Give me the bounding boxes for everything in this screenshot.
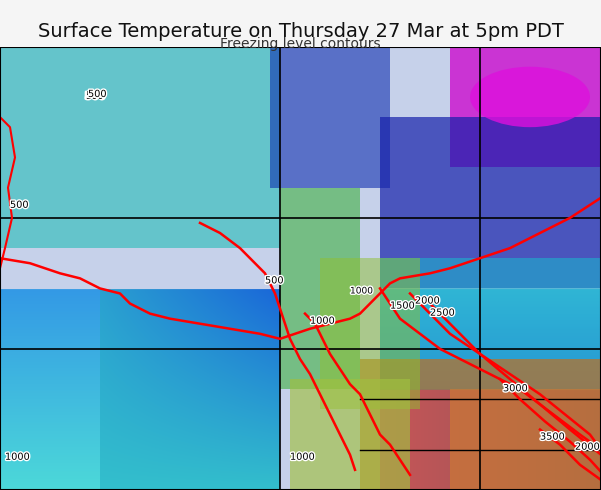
Text: 2000: 2000 bbox=[415, 295, 439, 306]
Bar bbox=[450, 47, 601, 168]
Text: 2500: 2500 bbox=[430, 308, 455, 318]
Bar bbox=[0, 47, 280, 248]
Bar bbox=[380, 258, 601, 389]
Text: Surface Temperature on Thursday 27 Mar at 5pm PDT: Surface Temperature on Thursday 27 Mar a… bbox=[37, 22, 564, 41]
Ellipse shape bbox=[470, 67, 590, 127]
Text: 2000: 2000 bbox=[575, 441, 600, 452]
Text: Freezing level contours: Freezing level contours bbox=[220, 37, 381, 51]
Text: 1000: 1000 bbox=[350, 287, 373, 295]
Text: 500: 500 bbox=[265, 275, 284, 285]
Text: 3000: 3000 bbox=[503, 383, 528, 393]
Text: 500: 500 bbox=[85, 91, 105, 101]
Text: 500: 500 bbox=[10, 200, 28, 210]
Bar bbox=[270, 47, 390, 188]
Text: 500: 500 bbox=[85, 91, 103, 101]
Text: 1500: 1500 bbox=[390, 300, 415, 311]
Text: 3500: 3500 bbox=[540, 432, 564, 441]
Text: 1000: 1000 bbox=[310, 316, 335, 326]
Bar bbox=[380, 117, 601, 289]
Text: 500: 500 bbox=[88, 89, 106, 99]
Text: 1000: 1000 bbox=[5, 452, 29, 462]
Bar bbox=[320, 258, 420, 409]
Bar bbox=[360, 359, 601, 490]
Bar bbox=[290, 379, 410, 490]
Text: 1000: 1000 bbox=[290, 452, 314, 462]
Bar bbox=[450, 389, 601, 490]
Bar bbox=[280, 188, 360, 389]
